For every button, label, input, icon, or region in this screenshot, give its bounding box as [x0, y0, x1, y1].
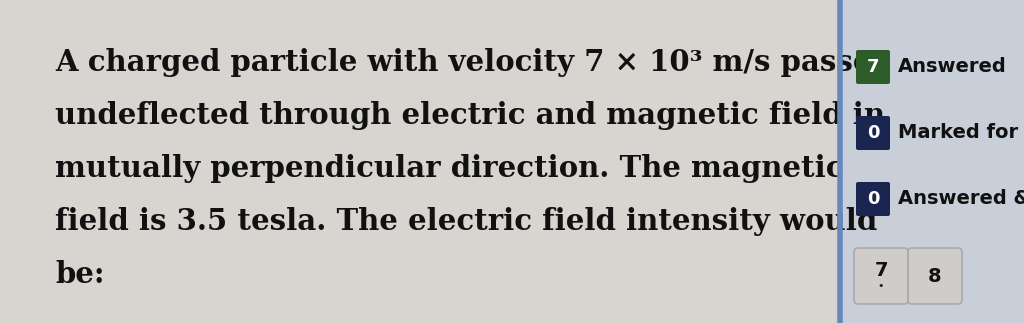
Text: 0: 0 — [866, 124, 880, 142]
Text: 0: 0 — [866, 190, 880, 208]
Text: A charged particle with velocity 7 × 10³ m/s passes: A charged particle with velocity 7 × 10³… — [55, 48, 888, 77]
FancyBboxPatch shape — [856, 116, 890, 150]
Text: Marked for R: Marked for R — [898, 123, 1024, 142]
Text: 7: 7 — [866, 58, 880, 76]
Text: Answered &: Answered & — [898, 190, 1024, 209]
FancyBboxPatch shape — [908, 248, 962, 304]
FancyBboxPatch shape — [854, 248, 908, 304]
Text: be:: be: — [55, 260, 104, 289]
Text: mutually perpendicular direction. The magnetic: mutually perpendicular direction. The ma… — [55, 154, 844, 183]
Bar — [840, 0, 1024, 323]
Text: 7: 7 — [874, 261, 888, 279]
FancyBboxPatch shape — [856, 50, 890, 84]
Text: 8: 8 — [928, 266, 942, 286]
Text: field is 3.5 tesla. The electric field intensity would: field is 3.5 tesla. The electric field i… — [55, 207, 878, 236]
Text: •: • — [878, 281, 885, 291]
FancyBboxPatch shape — [856, 182, 890, 216]
Text: Answered: Answered — [898, 57, 1007, 77]
Text: undeflected through electric and magnetic field in: undeflected through electric and magneti… — [55, 101, 885, 130]
